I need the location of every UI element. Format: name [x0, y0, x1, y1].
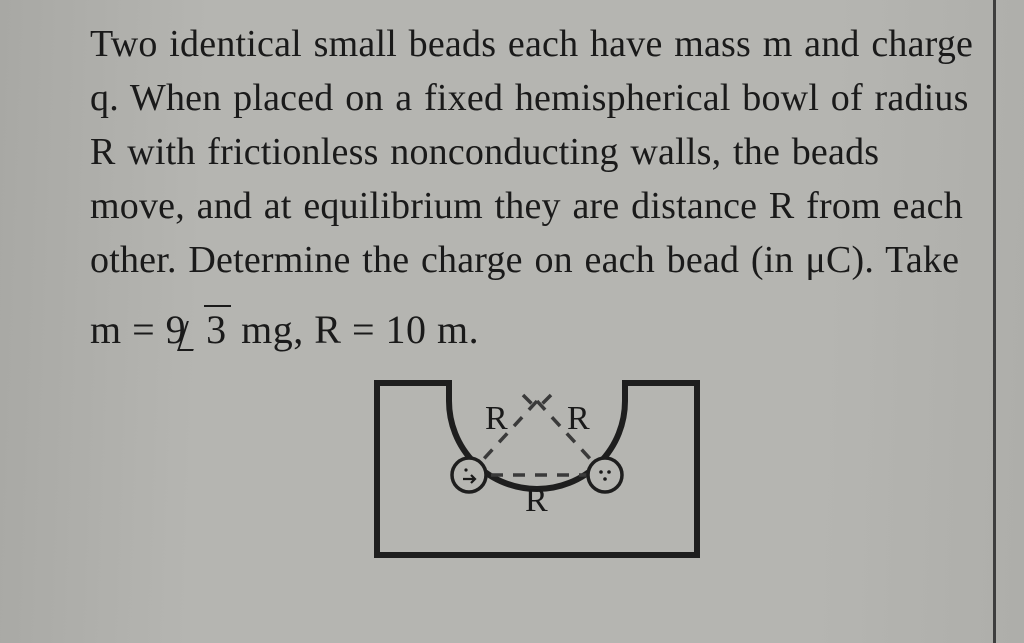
- label-R-bottom: R: [525, 482, 548, 519]
- container-outline: [377, 383, 697, 555]
- equation-m-prefix: m = 9: [90, 307, 186, 352]
- bead-left: [452, 458, 486, 492]
- problem-line-5: other. Determine the charge on each bead…: [90, 239, 959, 281]
- problem-text: Two identical small beads each have mass…: [90, 18, 984, 288]
- equation-radicand: 3: [204, 305, 231, 352]
- label-R-right: R: [567, 400, 590, 437]
- equation-m-suffix: mg, R = 10 m.: [231, 307, 479, 352]
- bead-right: [588, 458, 622, 492]
- problem-line-4: move, and at equilibrium they are distan…: [90, 185, 963, 227]
- bead-right-dot2: [607, 470, 611, 474]
- equation-line: m = 9 3 mg, R = 10 m.: [90, 306, 984, 353]
- label-R-left: R: [485, 400, 508, 437]
- page: Two identical small beads each have mass…: [0, 0, 1024, 643]
- problem-line-3: R with frictionless nonconducting walls,…: [90, 131, 879, 173]
- bead-right-dot1: [599, 470, 603, 474]
- sqrt-icon: 3: [186, 306, 231, 353]
- diagram-wrap: R R R: [90, 359, 984, 574]
- problem-line-2: q. When placed on a fixed hemispherical …: [90, 77, 969, 119]
- bead-left-dot: [464, 468, 467, 471]
- bead-right-dot3: [603, 477, 607, 481]
- problem-line-1: Two identical small beads each have mass…: [90, 23, 973, 65]
- page-right-border: [993, 0, 996, 643]
- bowl-diagram: R R R: [357, 359, 717, 569]
